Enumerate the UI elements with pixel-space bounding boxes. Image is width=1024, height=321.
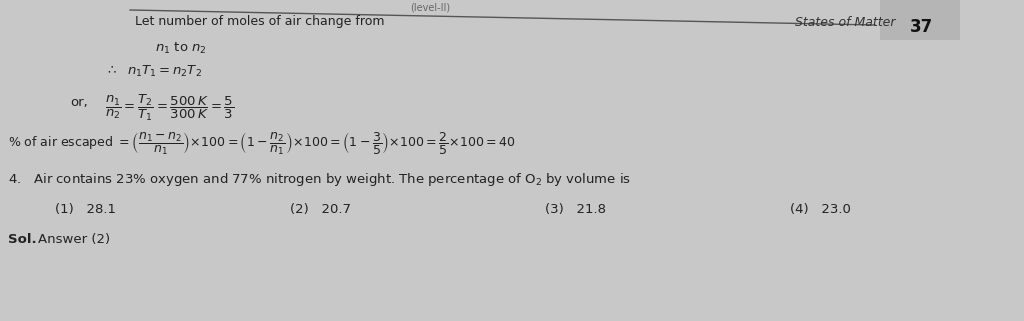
Text: % of air escaped $= \left(\dfrac{n_1-n_2}{n_1}\right)\!\times\!100= \left(1-\dfr: % of air escaped $= \left(\dfrac{n_1-n_2… xyxy=(8,131,516,157)
Text: or,: or, xyxy=(70,96,88,109)
Text: $\therefore$  $n_1T_1 = n_2T_2$: $\therefore$ $n_1T_1 = n_2T_2$ xyxy=(105,64,202,79)
Text: (1)   28.1: (1) 28.1 xyxy=(55,203,116,216)
Text: Let number of moles of air change from: Let number of moles of air change from xyxy=(135,15,384,28)
Text: 37: 37 xyxy=(910,18,933,36)
FancyBboxPatch shape xyxy=(880,0,961,40)
Text: Sol.: Sol. xyxy=(8,233,37,246)
Text: (4)   23.0: (4) 23.0 xyxy=(790,203,851,216)
Text: Answer (2): Answer (2) xyxy=(38,233,111,246)
Text: 4.   Air contains 23% oxygen and 77% nitrogen by weight. The percentage of O$_2$: 4. Air contains 23% oxygen and 77% nitro… xyxy=(8,171,631,188)
Text: (level-II): (level-II) xyxy=(410,3,451,13)
Text: $\dfrac{n_1}{n_2} = \dfrac{T_2}{T_1} = \dfrac{500\,K}{300\,K} = \dfrac{5}{3}$: $\dfrac{n_1}{n_2} = \dfrac{T_2}{T_1} = \… xyxy=(105,93,234,123)
Text: (3)   21.8: (3) 21.8 xyxy=(545,203,606,216)
Text: States of Matter: States of Matter xyxy=(795,16,896,29)
Text: $n_1$ to $n_2$: $n_1$ to $n_2$ xyxy=(155,41,207,56)
Text: (2)   20.7: (2) 20.7 xyxy=(290,203,351,216)
